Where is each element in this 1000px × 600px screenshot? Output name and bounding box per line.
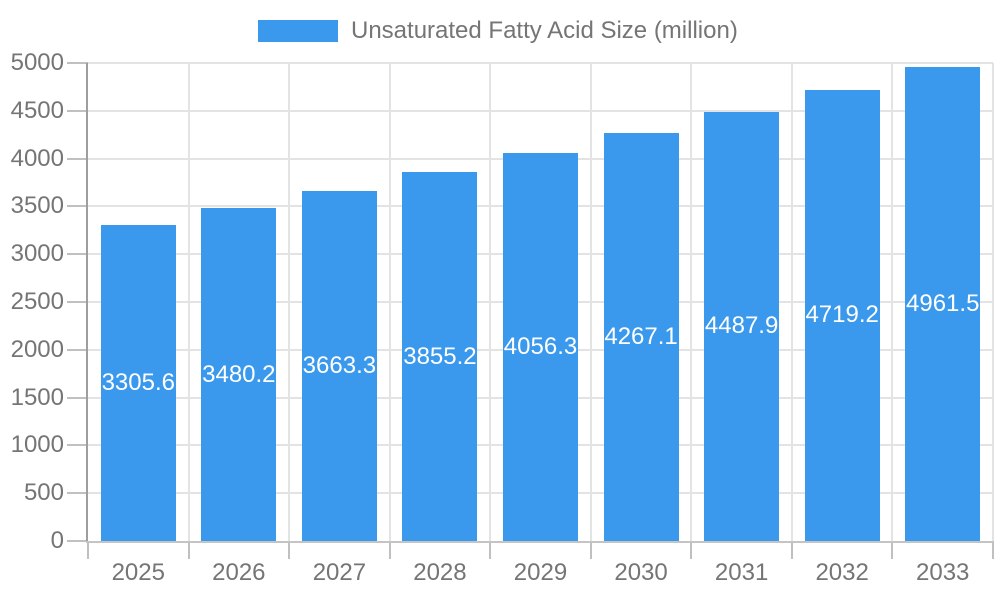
y-axis-tick	[67, 396, 88, 399]
y-axis-tick	[67, 253, 88, 256]
y-axis-tick	[67, 109, 88, 112]
y-axis-tick-label: 0	[50, 527, 64, 554]
bar[interactable]: 4961.5	[905, 66, 981, 541]
legend-label: Unsaturated Fatty Acid Size (million)	[351, 17, 738, 44]
bar[interactable]: 4267.1	[603, 133, 679, 541]
v-gridline	[589, 63, 592, 541]
y-axis-tick	[67, 492, 88, 495]
h-gridline	[88, 109, 993, 112]
y-axis-tick-label: 2500	[10, 288, 64, 315]
x-axis-tick	[992, 541, 994, 559]
y-axis-tick	[67, 348, 88, 351]
x-axis-tick-label: 2025	[111, 559, 165, 586]
x-axis-tick	[87, 541, 89, 559]
x-axis-tick-label: 2030	[614, 559, 668, 586]
x-axis-tick-label: 2027	[312, 559, 367, 586]
bar[interactable]: 4719.2	[804, 89, 880, 541]
v-gridline	[891, 63, 894, 541]
bar-value-label: 4719.2	[805, 301, 879, 329]
bar[interactable]: 4056.3	[503, 153, 578, 541]
x-axis-tick	[891, 541, 894, 559]
x-axis-tick	[288, 541, 291, 559]
bar-value-label: 4267.1	[604, 323, 678, 351]
x-axis-tick	[790, 541, 793, 559]
x-axis-tick-label: 2033	[916, 559, 970, 586]
v-gridline	[489, 63, 492, 541]
x-axis-tick-label: 2026	[212, 559, 266, 586]
y-axis-line	[86, 63, 88, 543]
y-axis-tick-label: 3500	[10, 192, 64, 220]
v-gridline	[790, 63, 793, 541]
y-axis-tick-label: 5000	[10, 49, 64, 76]
x-axis-tick-label: 2028	[413, 559, 467, 586]
bar-value-label: 3855.2	[403, 342, 477, 370]
y-axis-tick	[67, 157, 88, 160]
bar-value-label: 3480.2	[202, 360, 276, 388]
bar-value-label: 3663.3	[302, 351, 377, 379]
v-gridline	[992, 63, 994, 541]
v-gridline	[388, 63, 391, 541]
x-axis-tick-label: 2029	[513, 559, 568, 586]
x-axis-tick	[489, 541, 492, 559]
v-gridline	[690, 63, 693, 541]
y-axis-tick-label: 4000	[10, 144, 64, 172]
x-axis-tick	[388, 541, 391, 559]
bar-value-label: 4487.9	[704, 312, 779, 340]
y-axis-tick	[67, 444, 88, 447]
x-axis-tick	[690, 541, 693, 559]
x-axis-line	[86, 541, 993, 543]
y-axis-tick-label: 2000	[10, 335, 64, 363]
x-axis-tick-label: 2032	[815, 559, 869, 586]
bar[interactable]: 3305.6	[100, 224, 176, 541]
y-axis-tick-label: 1500	[10, 383, 64, 411]
bar-value-label: 4961.5	[906, 289, 980, 317]
y-axis-tick	[67, 205, 88, 208]
y-axis-tick-label: 1000	[10, 431, 64, 459]
x-axis-tick	[187, 541, 190, 559]
bar[interactable]: 3855.2	[402, 172, 478, 541]
bar-value-label: 3305.6	[101, 368, 175, 396]
legend-item[interactable]: Unsaturated Fatty Acid Size (million)	[258, 16, 738, 46]
y-axis-tick	[67, 301, 88, 303]
h-gridline	[88, 62, 993, 64]
legend-swatch	[258, 20, 338, 42]
y-axis-tick-label: 500	[23, 479, 64, 507]
bar[interactable]: 3663.3	[301, 190, 377, 541]
y-axis-tick-label: 4500	[10, 96, 64, 124]
v-gridline	[187, 63, 190, 541]
x-axis-tick-label: 2031	[714, 559, 769, 586]
y-axis-tick	[67, 62, 88, 64]
x-axis-tick	[589, 541, 592, 559]
bar[interactable]: 3480.2	[201, 208, 277, 541]
v-gridline	[288, 63, 291, 541]
bar[interactable]: 4487.9	[704, 111, 780, 541]
y-axis-tick	[67, 540, 88, 542]
bar-value-label: 4056.3	[503, 333, 578, 361]
y-axis-tick-label: 3000	[10, 240, 64, 268]
